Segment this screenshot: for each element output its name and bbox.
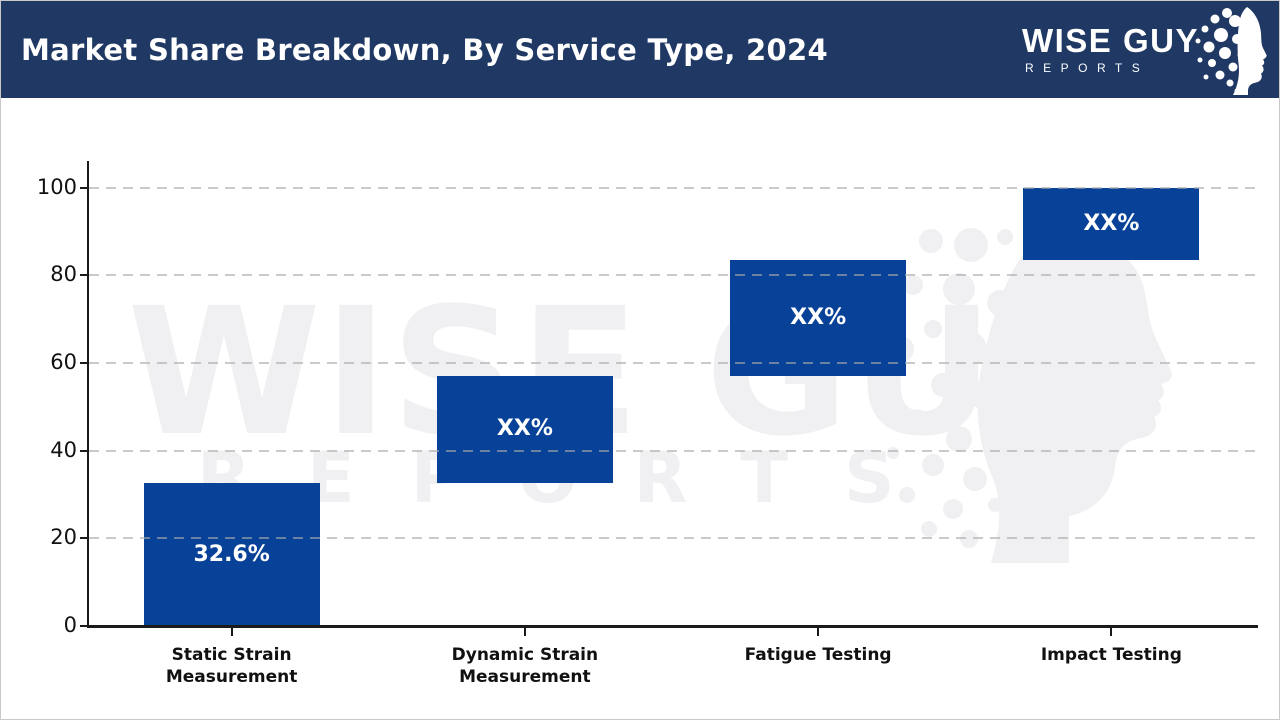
watermark-dotted-face <box>887 228 1172 563</box>
bar-segment-3 <box>730 260 907 376</box>
gridline-60 <box>89 361 1258 364</box>
y-tick-mark-20 <box>80 537 88 540</box>
bar-value-label-3: XX% <box>790 304 847 330</box>
x-category-label-1: Static Strain Measurement <box>165 645 298 688</box>
header-bar: Market Share Breakdown, By Service Type,… <box>1 1 1279 98</box>
y-tick-label-80: 80 <box>50 262 77 287</box>
bar-value-label-4: XX% <box>1083 210 1140 236</box>
bar-segment-2 <box>436 375 613 484</box>
x-tick-mark-3 <box>817 627 820 636</box>
y-axis-line <box>87 161 89 627</box>
bar-segment-4 <box>1023 187 1200 261</box>
logo-dotted-face-icon <box>1195 6 1267 95</box>
gridline-80 <box>89 274 1258 277</box>
y-tick-label-0: 0 <box>63 613 77 637</box>
gridline-40 <box>89 449 1258 452</box>
gridline-100 <box>89 186 1258 189</box>
y-tick-mark-80 <box>80 274 88 277</box>
y-tick-mark-40 <box>80 449 88 452</box>
wise-guy-reports-logo: WISE GUY REPORTS <box>1022 5 1271 95</box>
x-tick-mark-1 <box>230 627 233 636</box>
logo-reports-label: REPORTS <box>1024 61 1150 75</box>
bar-value-label-1: 32.6% <box>193 541 270 567</box>
y-tick-label-60: 60 <box>50 349 77 374</box>
bar-segment-1 <box>143 483 320 626</box>
logo-text: WISE GUY REPORTS <box>1022 24 1199 75</box>
x-tick-mark-2 <box>523 627 526 636</box>
y-tick-mark-60 <box>80 361 88 364</box>
x-category-label-3: Fatigue Testing <box>744 645 892 665</box>
bar-value-label-2: XX% <box>496 416 553 442</box>
x-category-label-2: Dynamic Strain Measurement <box>451 645 599 688</box>
x-axis-line <box>87 625 1258 628</box>
gridline-20 <box>89 537 1258 540</box>
y-tick-label-40: 40 <box>50 437 77 462</box>
page-title: Market Share Breakdown, By Service Type,… <box>21 32 828 67</box>
y-tick-mark-100 <box>80 186 88 189</box>
logo-wiseguy-label: WISE GUY <box>1021 22 1199 59</box>
y-tick-label-100: 100 <box>36 174 77 199</box>
x-tick-mark-4 <box>1110 627 1113 636</box>
x-category-label-4: Impact Testing <box>1040 645 1182 665</box>
y-tick-mark-0 <box>80 625 88 627</box>
y-tick-label-20: 20 <box>50 525 77 550</box>
